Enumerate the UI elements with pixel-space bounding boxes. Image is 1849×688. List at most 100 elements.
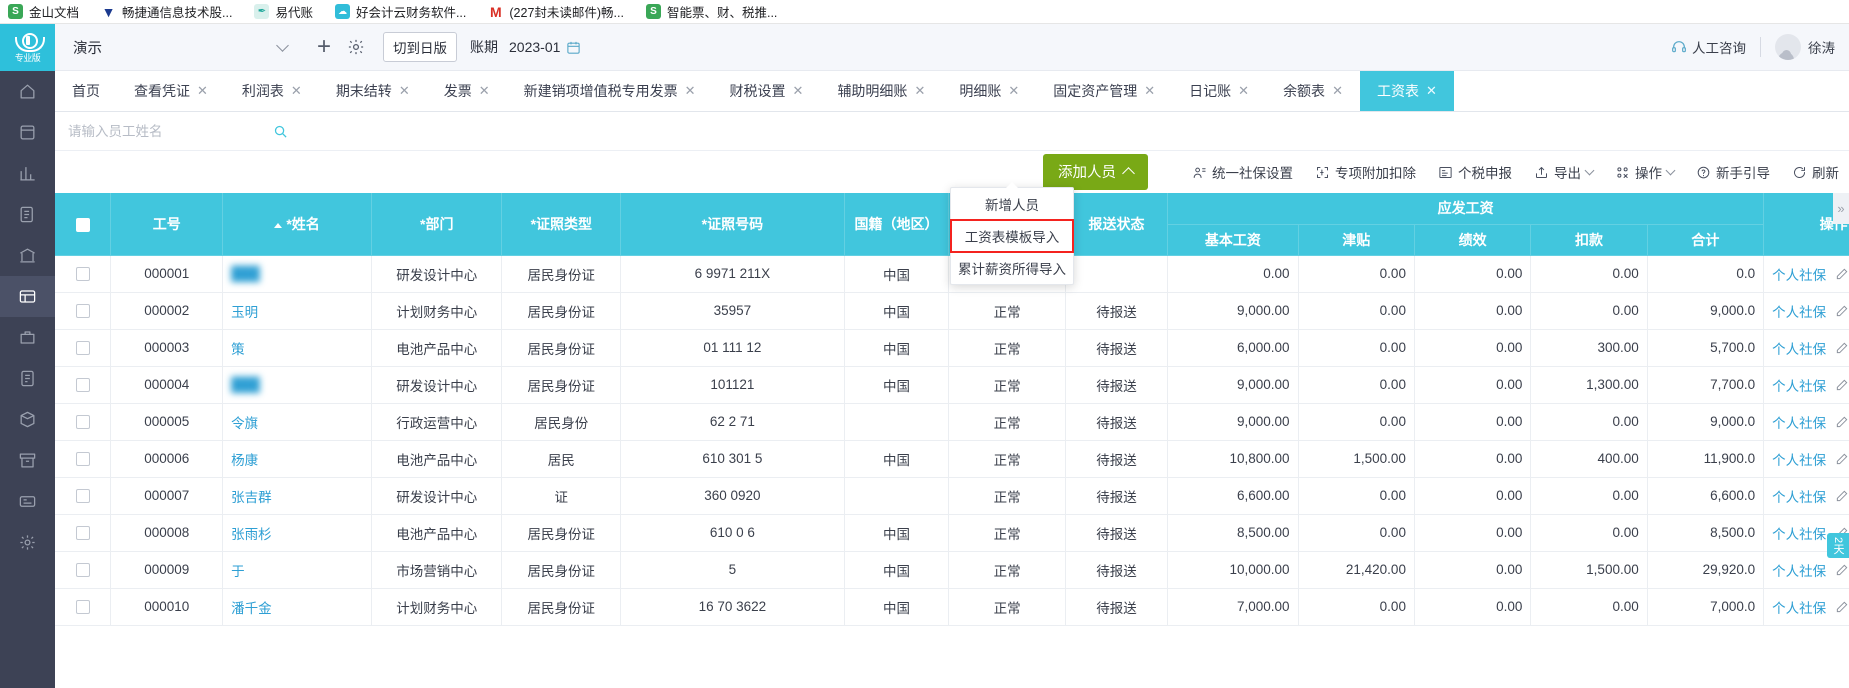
row-checkbox[interactable] xyxy=(75,341,90,356)
row-checkbox-cell[interactable] xyxy=(55,329,112,367)
social-insurance-link[interactable]: 个人社保 xyxy=(1772,267,1827,283)
edit-icon[interactable] xyxy=(1835,563,1849,577)
row-checkbox-cell[interactable] xyxy=(55,514,112,552)
tab-2[interactable]: 利润表 ✕ xyxy=(225,71,319,111)
close-icon[interactable]: ✕ xyxy=(1238,83,1250,99)
close-icon[interactable]: ✕ xyxy=(1008,83,1020,99)
social-insurance-link[interactable]: 个人社保 xyxy=(1772,563,1827,579)
row-checkbox[interactable] xyxy=(75,378,90,393)
table-row[interactable]: 000004 ███ 研发设计中心 居民身份证 101121 中国 正常 待报送 9,000.… xyxy=(55,366,1849,404)
row-checkbox-cell[interactable] xyxy=(55,366,112,404)
close-icon[interactable]: ✕ xyxy=(1144,83,1156,99)
user-menu[interactable]: 徐涛 xyxy=(1775,34,1835,60)
edit-icon[interactable] xyxy=(1835,600,1849,614)
dropdown-item-1[interactable]: 工资表模板导入 xyxy=(950,219,1074,253)
cell-name[interactable]: ███ xyxy=(222,366,373,404)
row-checkbox-cell[interactable] xyxy=(55,292,112,330)
search-icon[interactable] xyxy=(273,124,288,139)
cell-name[interactable]: 令旗 xyxy=(222,403,373,441)
chevron-double-right-icon[interactable]: » xyxy=(1833,193,1849,224)
add-book-button[interactable]: + xyxy=(317,33,332,60)
toolbar-新手引导[interactable]: 新手引导 xyxy=(1696,162,1770,182)
toolbar-个税申报[interactable]: 个税申报 xyxy=(1438,162,1512,182)
select-all-checkbox[interactable] xyxy=(75,217,90,232)
rail-item-home[interactable] xyxy=(0,71,55,112)
close-icon[interactable]: ✕ xyxy=(1332,83,1343,99)
cell-name[interactable]: 张吉群 xyxy=(222,477,373,515)
bookmark-item[interactable]: S 金山文档 xyxy=(8,2,79,21)
side-badge[interactable]: 2天 xyxy=(1827,533,1849,559)
edit-icon[interactable] xyxy=(1835,304,1849,318)
social-insurance-link[interactable]: 个人社保 xyxy=(1772,378,1827,394)
tab-6[interactable]: 财税设置 ✕ xyxy=(713,71,821,111)
social-insurance-link[interactable]: 个人社保 xyxy=(1772,415,1827,431)
bookmark-item[interactable]: ☁ 好会计云财务软件... xyxy=(334,2,466,21)
edit-icon[interactable] xyxy=(1835,267,1849,281)
toolbar-操作[interactable]: 操作 xyxy=(1615,162,1676,182)
edit-icon[interactable] xyxy=(1835,489,1849,503)
close-icon[interactable]: ✕ xyxy=(1425,83,1437,99)
cell-name[interactable]: 张雨杉 xyxy=(222,514,373,552)
search-input[interactable] xyxy=(68,123,273,139)
tab-8[interactable]: 明细账 ✕ xyxy=(942,71,1036,111)
edit-icon[interactable] xyxy=(1835,378,1849,392)
tab-9[interactable]: 固定资产管理 ✕ xyxy=(1036,71,1172,111)
table-row[interactable]: 000003 策 电池产品中心 居民身份证 01 111 12 中国 正常 待报送 6,000… xyxy=(55,329,1849,367)
social-insurance-link[interactable]: 个人社保 xyxy=(1772,341,1827,357)
row-checkbox-cell[interactable] xyxy=(55,477,112,515)
edit-icon[interactable] xyxy=(1835,415,1849,429)
rail-item-inventory[interactable] xyxy=(0,399,55,440)
dropdown-item-0[interactable]: 新增人员 xyxy=(951,188,1073,220)
table-row[interactable]: 000002 玉明 计划财务中心 居民身份证 35957 中国 正常 待报送 9,000.00… xyxy=(55,292,1849,330)
rail-item-archive[interactable] xyxy=(0,440,55,481)
row-checkbox-cell[interactable] xyxy=(55,255,112,293)
tab-7[interactable]: 辅助明细账 ✕ xyxy=(820,71,942,111)
cell-name[interactable]: 于 xyxy=(222,551,373,589)
bookmark-item[interactable]: ▼ 畅捷通信息技术股... xyxy=(101,2,232,21)
tab-4[interactable]: 发票 ✕ xyxy=(427,71,507,111)
rail-item-bank[interactable] xyxy=(0,235,55,276)
social-insurance-link[interactable]: 个人社保 xyxy=(1772,526,1827,542)
app-logo[interactable]: 专业版 xyxy=(0,24,55,71)
switch-old-version-button[interactable]: 切到日版 xyxy=(383,32,458,62)
th-checkbox[interactable] xyxy=(55,193,112,256)
social-insurance-link[interactable]: 个人社保 xyxy=(1772,452,1827,468)
close-icon[interactable]: ✕ xyxy=(398,83,410,99)
toolbar-统一社保设置[interactable]: 统一社保设置 xyxy=(1192,162,1293,182)
row-checkbox-cell[interactable] xyxy=(55,403,112,441)
cell-name[interactable]: 潘千金 xyxy=(222,588,373,626)
rail-item-reports[interactable] xyxy=(0,153,55,194)
row-checkbox[interactable] xyxy=(75,489,90,504)
dropdown-item-2[interactable]: 累计薪资所得导入 xyxy=(951,252,1073,284)
search-box[interactable] xyxy=(60,123,298,139)
add-person-button[interactable]: 添加人员 xyxy=(1043,154,1148,190)
rail-item-invoice[interactable] xyxy=(0,194,55,235)
support-button[interactable]: 人工咨询 xyxy=(1671,37,1746,57)
bookmark-item[interactable]: S 智能票、财、税推... xyxy=(645,2,777,21)
tab-3[interactable]: 期末结转 ✕ xyxy=(319,71,427,111)
table-row[interactable]: 000007 张吉群 研发设计中心 证 360 0920 正常 待报送 6,600.00 0.… xyxy=(55,477,1849,515)
rail-item-settings[interactable] xyxy=(0,522,55,563)
bookmark-item[interactable]: M (227封未读邮件)畅... xyxy=(488,2,624,21)
toolbar-导出[interactable]: 导出 xyxy=(1534,162,1595,182)
gear-icon[interactable] xyxy=(347,38,365,56)
table-row[interactable]: 000008 张雨杉 电池产品中心 居民身份证 610 0 6 中国 正常 待报送 8,500.… xyxy=(55,514,1849,552)
row-checkbox-cell[interactable] xyxy=(55,551,112,589)
account-book-select[interactable]: 演示 xyxy=(55,24,303,71)
tab-11[interactable]: 余额表 ✕ xyxy=(1266,71,1360,111)
tab-0[interactable]: 首页 xyxy=(55,71,117,111)
edit-icon[interactable] xyxy=(1835,341,1849,355)
cell-name[interactable]: 策 xyxy=(222,329,373,367)
social-insurance-link[interactable]: 个人社保 xyxy=(1772,304,1827,320)
rail-item-tools[interactable] xyxy=(0,481,55,522)
rail-item-vouchers[interactable] xyxy=(0,112,55,153)
close-icon[interactable]: ✕ xyxy=(197,83,208,99)
cell-name[interactable]: ███ xyxy=(222,255,373,293)
edit-icon[interactable] xyxy=(1835,452,1849,466)
table-row[interactable]: 000006 杨康 电池产品中心 居民 610 301 5 中国 正常 待报送 10,800.0… xyxy=(55,440,1849,478)
row-checkbox[interactable] xyxy=(75,526,90,541)
tab-1[interactable]: 查看凭证 ✕ xyxy=(117,71,225,111)
tab-5[interactable]: 新建销项增值税专用发票 ✕ xyxy=(507,71,713,111)
row-checkbox[interactable] xyxy=(75,267,90,282)
